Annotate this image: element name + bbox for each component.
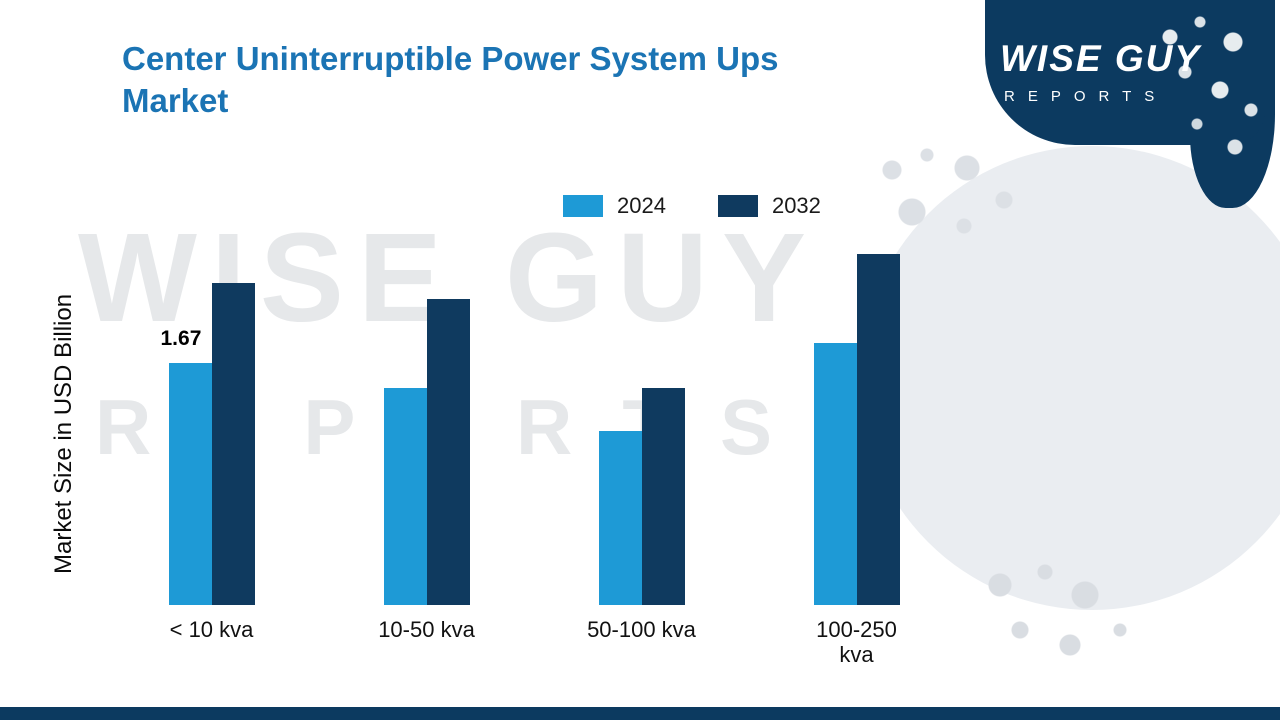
- bar-group-1: 1.67 < 10 kva: [137, 228, 287, 668]
- dots-decoration-top: [872, 140, 1032, 260]
- legend-label-2024: 2024: [617, 193, 666, 218]
- bar-column: [598, 431, 642, 605]
- bar-pair: [598, 228, 685, 605]
- bar-group-3: 50-100 kva: [567, 228, 717, 668]
- bar-2032-<-10-kva: [211, 283, 255, 605]
- logo-dots-graphic: [1155, 12, 1275, 187]
- bar-column: [211, 283, 255, 605]
- legend: 2024 2032: [563, 193, 821, 219]
- x-axis-label-1: < 10 kva: [169, 617, 254, 642]
- bar-chart: 1.67 < 10 kva 10-50 kva 50-100 kva 100-250 k…: [104, 228, 964, 668]
- bar-column: 1.67: [161, 327, 212, 605]
- bar-column: [383, 388, 427, 605]
- logo-brand-name: WISE GUY: [1000, 38, 1202, 79]
- y-axis-label: Market Size in USD Billion: [50, 293, 77, 574]
- bar-2024-100-250-kva: [813, 343, 857, 605]
- bar-group-2: 10-50 kva: [352, 228, 502, 668]
- legend-swatch-2032: [717, 195, 758, 217]
- dots-decoration-bottom: [975, 560, 1155, 690]
- bar-2024-<-10-kva: [168, 363, 212, 605]
- bar-2032-10-50-kva: [426, 299, 470, 605]
- bar-pair: [383, 228, 470, 605]
- footer-bar: [0, 707, 1280, 720]
- x-axis-label-4: 100-250 kva: [816, 617, 897, 668]
- bar-2032-100-250-kva: [856, 254, 900, 605]
- x-axis-label-3: 50-100 kva: [587, 617, 696, 642]
- bar-group-4: 100-250 kva: [782, 228, 932, 668]
- bar-column: [641, 388, 685, 605]
- bar-2024-50-100-kva: [598, 431, 642, 605]
- bar-column: [813, 343, 857, 605]
- logo-brand-subtitle: REPORTS: [1004, 88, 1168, 105]
- legend-swatch-2024: [563, 195, 603, 217]
- bar-2024-10-50-kva: [383, 388, 427, 605]
- x-axis-label-2: 10-50 kva: [378, 617, 475, 642]
- bar-pair: 1.67: [161, 228, 255, 605]
- chart-title: Center Uninterruptible Power System Ups …: [122, 40, 779, 120]
- legend-label-2032: 2032: [771, 193, 821, 218]
- bar-column: [426, 299, 470, 605]
- bar-column: [856, 254, 900, 605]
- bar-value-label: 1.67: [160, 327, 202, 350]
- bar-2032-50-100-kva: [641, 388, 685, 605]
- bar-pair: [813, 228, 900, 605]
